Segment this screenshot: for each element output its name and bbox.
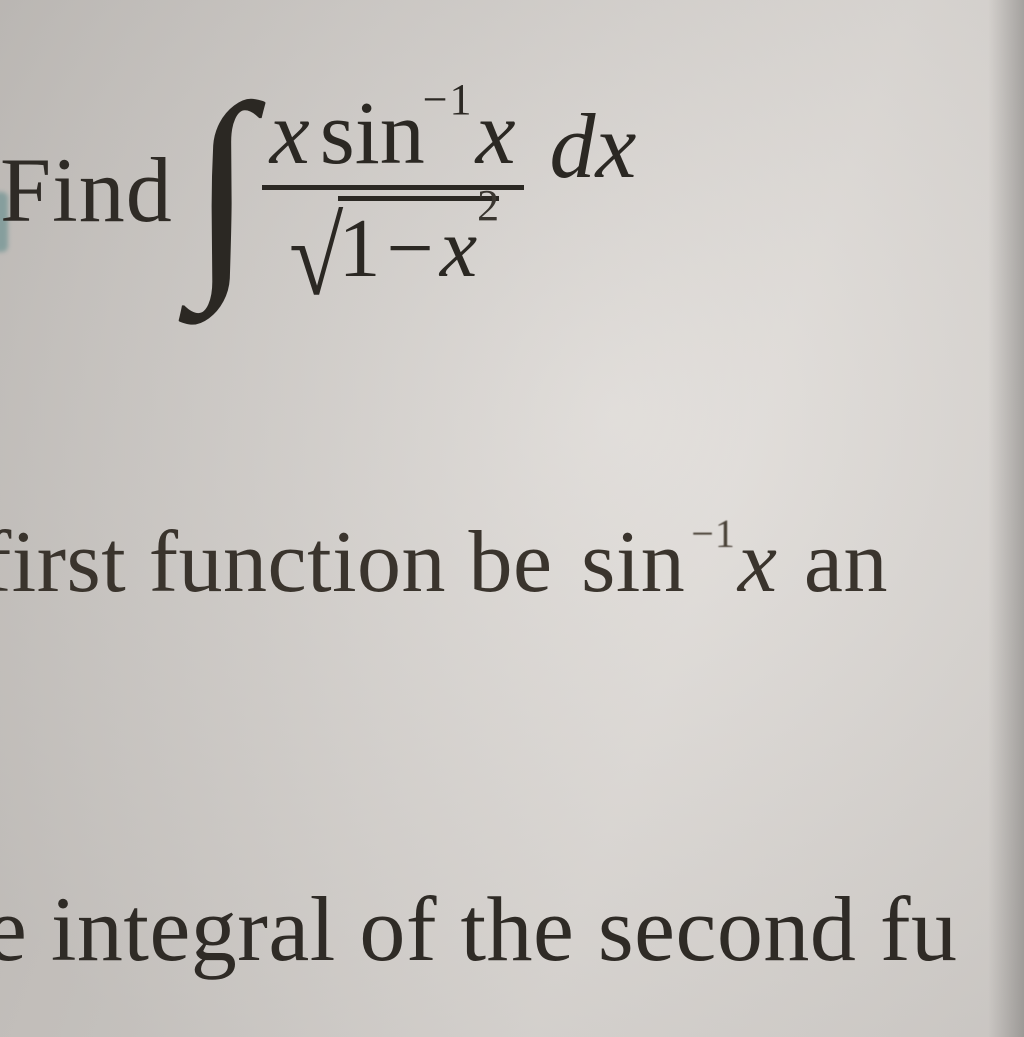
problem-line: Find ∫ x sin −1 x √ [0,70,636,310]
numerator-sin: sin [320,89,425,179]
hint1-exp: −1 [691,511,736,556]
radicand-x: x [440,207,477,291]
square-root: √ 1 − x 2 [286,196,499,291]
radicand-square: 2 [477,180,499,231]
page-gutter-shadow [988,0,1024,1037]
hint2-cutoff: u [911,878,958,980]
numerator-exp: −1 [423,74,474,125]
hint1-prefix: first function be [0,514,575,611]
integral-expression: ∫ x sin −1 x √ 1 [191,70,637,310]
hint1-x: x [738,514,778,611]
prompt-word: Find [0,137,173,243]
hint1-suffix: an [781,514,888,611]
numerator-x2: x [476,89,516,179]
differential: dx [550,93,637,199]
radicand: 1 − x 2 [338,201,499,291]
hint-line-2: e integral of the second fu [0,876,957,982]
radicand-one: 1 [338,207,380,291]
denominator: √ 1 − x 2 [278,190,507,291]
fraction: x sin −1 x √ 1 − x [262,89,524,291]
radical-sign: √ [289,217,343,297]
radicand-wrap: 1 − x 2 [338,196,499,291]
numerator: x sin −1 x [262,89,524,185]
hint-line-1: first function be sin−1x an [0,512,888,613]
hint2-text: integral of the second f [51,878,911,980]
numerator-x1: x [270,89,310,179]
integral-sign: ∫ [191,86,254,286]
textbook-page: Find ∫ x sin −1 x √ [0,0,1024,1037]
radicand-minus: − [386,207,433,291]
diff-x: x [596,95,637,197]
hint1-sin: sin [581,514,685,611]
hint2-prefix: e [0,878,51,980]
diff-d: d [550,95,596,197]
